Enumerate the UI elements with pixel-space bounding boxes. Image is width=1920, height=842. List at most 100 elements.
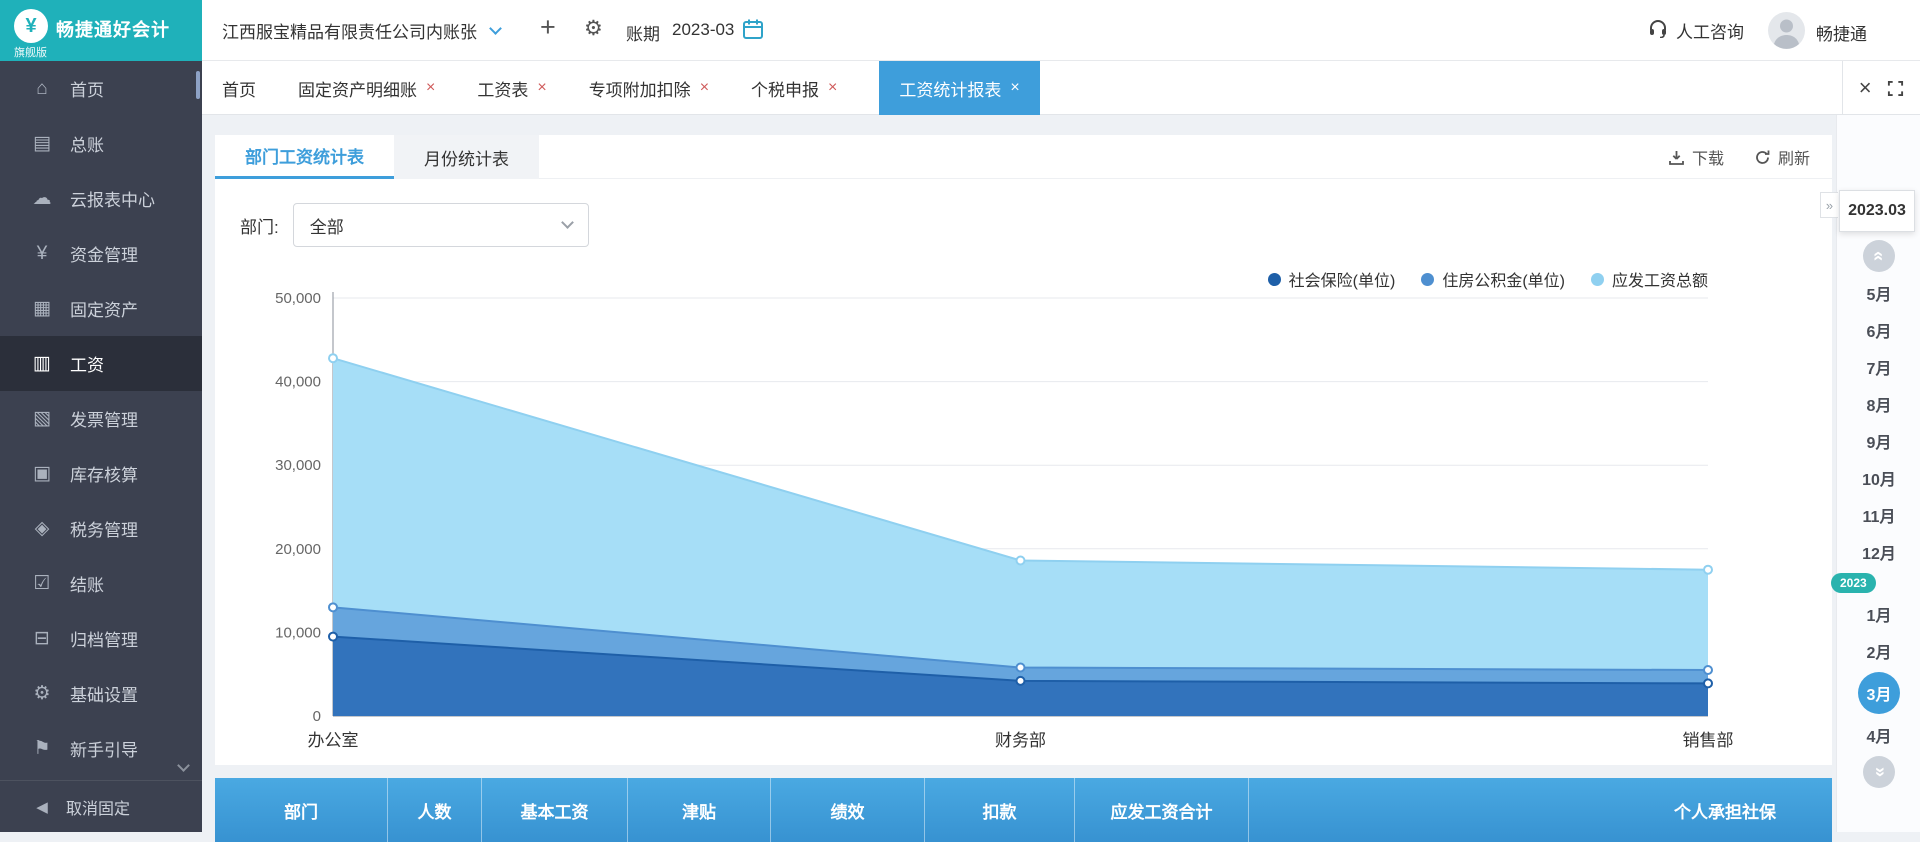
collapse-panel-button[interactable]: » xyxy=(1820,192,1838,218)
month-item[interactable]: 8月 xyxy=(1866,398,1892,415)
sidebar-item-label: 总账 xyxy=(70,136,104,155)
tab-close-icon[interactable]: × xyxy=(426,79,436,96)
scroll-down-button[interactable]: « xyxy=(1863,756,1895,788)
month-item[interactable]: 1月 xyxy=(1866,608,1892,625)
unpin-label: 取消固定 xyxy=(66,800,131,818)
table-column-header: 绩效 xyxy=(771,778,925,842)
home-icon: ⌂ xyxy=(36,77,48,99)
tab-close-icon[interactable]: × xyxy=(1010,79,1020,96)
ledger-icon: ▤ xyxy=(33,133,51,154)
sidebar-item-inventory[interactable]: ▣ 库存核算 xyxy=(0,446,202,501)
month-item[interactable]: 6月 xyxy=(1866,324,1892,341)
tab-close-icon[interactable]: × xyxy=(537,79,547,96)
subtab-month-stats[interactable]: 月份统计表 xyxy=(394,135,539,179)
subtab-row: 部门工资统计表 月份统计表 下载 刷新 xyxy=(215,135,1832,179)
refresh-label: 刷新 xyxy=(1777,151,1810,168)
month-item[interactable]: 2月 xyxy=(1866,645,1892,662)
area-chart-svg: 0 10,000 20,000 30,000 40,000 50,000 办公室 财务部 销售部 xyxy=(275,290,1734,750)
calendar-icon[interactable] xyxy=(742,18,764,45)
sidebar-item-cloud-reports[interactable]: ☁ 云报表中心 xyxy=(0,171,202,226)
filter-row: 部门: 全部 xyxy=(240,203,589,247)
month-item[interactable]: 4月 xyxy=(1866,729,1892,746)
download-button[interactable]: 下载 xyxy=(1668,145,1724,169)
month-item[interactable]: 12月 xyxy=(1862,546,1896,563)
month-list: « 5月 6月 7月 8月 9月 10月 11月 12月 2023 1月 2月 3月 4月 « xyxy=(1831,240,1920,788)
table-column-header: 人数 xyxy=(388,778,482,842)
sidebar-item-fixed-assets[interactable]: ▦ 固定资产 xyxy=(0,281,202,336)
tab-personal-tax[interactable]: 个税申报 × xyxy=(751,61,837,115)
sidebar-item-label: 固定资产 xyxy=(70,301,138,320)
tab-salary-sheet[interactable]: 工资表 × xyxy=(477,61,546,115)
sidebar-item-settings[interactable]: ⚙ 基础设置 xyxy=(0,666,202,721)
salary-table-header: 部门 人数 基本工资 津贴 绩效 扣款 应发工资合计 个人承担社保 xyxy=(215,778,1832,842)
month-item[interactable]: 7月 xyxy=(1866,361,1892,378)
tab-special-deduction[interactable]: 专项附加扣除 × xyxy=(589,61,709,115)
tab-home[interactable]: 首页 xyxy=(222,61,256,115)
year-badge: 2023 xyxy=(1831,573,1876,593)
svg-text:财务部: 财务部 xyxy=(995,731,1046,750)
download-label: 下载 xyxy=(1691,151,1724,168)
tab-salary-report[interactable]: 工资统计报表 × xyxy=(879,61,1040,115)
main-content: 部门工资统计表 月份统计表 下载 刷新 部门: 全部 社会保险(单位) 住房公积金(… xyxy=(202,115,1920,842)
svg-text:20,000: 20,000 xyxy=(275,541,321,558)
unpin-button[interactable]: ◀ 取消固定 xyxy=(0,780,202,832)
sidebar-item-home[interactable]: ⌂ 首页 xyxy=(0,61,202,116)
subtab-department-stats[interactable]: 部门工资统计表 xyxy=(215,135,394,179)
legend-label: 应发工资总额 xyxy=(1611,273,1708,290)
sidebar-item-invoice[interactable]: ▧ 发票管理 xyxy=(0,391,202,446)
month-item[interactable]: 11月 xyxy=(1862,509,1896,526)
refresh-button[interactable]: 刷新 xyxy=(1754,145,1810,169)
add-button[interactable]: + xyxy=(540,12,556,42)
sidebar-scrollbar[interactable] xyxy=(196,71,200,99)
month-item[interactable]: 9月 xyxy=(1866,435,1892,452)
fullscreen-button[interactable] xyxy=(1887,80,1904,97)
username[interactable]: 畅捷通 xyxy=(1816,25,1867,44)
headset-icon xyxy=(1648,18,1668,43)
tab-close-icon[interactable]: × xyxy=(699,79,710,96)
sidebar-item-label: 归档管理 xyxy=(70,631,138,650)
funds-icon: ¥ xyxy=(36,242,48,264)
department-select[interactable]: 全部 xyxy=(292,203,589,247)
month-item[interactable]: 5月 xyxy=(1866,287,1892,304)
sidebar-item-archive[interactable]: ⊟ 归档管理 xyxy=(0,611,202,666)
tab-close-icon[interactable]: × xyxy=(828,79,838,96)
tab-fixed-asset-detail[interactable]: 固定资产明细账 × xyxy=(298,61,435,115)
company-selector[interactable]: 江西服宝精品有限责任公司内账张 xyxy=(222,0,502,61)
scroll-up-button[interactable]: « xyxy=(1863,240,1895,272)
legend-label: 住房公积金(单位) xyxy=(1442,273,1565,290)
legend-item: 住房公积金(单位) xyxy=(1421,267,1565,291)
sidebar-item-guide[interactable]: ⚑ 新手引导 xyxy=(0,721,202,776)
chart-legend: 社会保险(单位) 住房公积金(单位) 应发工资总额 xyxy=(1267,267,1708,291)
sidebar-item-label: 基础设置 xyxy=(70,686,138,705)
month-item[interactable]: 10月 xyxy=(1862,472,1896,489)
avatar[interactable] xyxy=(1768,12,1805,49)
sidebar-item-label: 首页 xyxy=(70,81,104,100)
app-edition: 旗舰版 xyxy=(14,47,47,59)
sidebar-item-salary[interactable]: ▥ 工资 xyxy=(0,336,202,391)
legend-dot-icon xyxy=(1421,272,1435,286)
settings-gear-button[interactable]: ⚙ xyxy=(584,17,603,40)
panel-toolbar: 下载 刷新 xyxy=(1668,135,1810,179)
table-column-header: 津贴 xyxy=(628,778,771,842)
svg-text:销售部: 销售部 xyxy=(1683,731,1734,750)
sidebar-item-general-ledger[interactable]: ▤ 总账 xyxy=(0,116,202,171)
sidebar-item-funds[interactable]: ¥ 资金管理 xyxy=(0,226,202,281)
month-item[interactable]: 3月 xyxy=(1858,672,1900,714)
current-period-box[interactable]: 2023.03 xyxy=(1839,190,1915,232)
period-value[interactable]: 2023-03 xyxy=(672,20,735,39)
unpin-icon: ◀ xyxy=(36,798,48,816)
close-tab-button[interactable]: × xyxy=(1858,75,1872,100)
tab-label: 专项附加扣除 xyxy=(588,80,691,100)
svg-text:10,000: 10,000 xyxy=(275,624,321,641)
table-column-header: 应发工资合计 xyxy=(1075,778,1249,842)
support-label: 人工咨询 xyxy=(1676,23,1744,42)
svg-text:30,000: 30,000 xyxy=(275,457,321,474)
department-select-value: 全部 xyxy=(309,217,344,237)
app-title: 畅捷通好会计 xyxy=(56,20,170,40)
sidebar-item-closing[interactable]: ☑ 结账 xyxy=(0,556,202,611)
sidebar-item-tax[interactable]: ◈ 税务管理 xyxy=(0,501,202,556)
support-button[interactable]: 人工咨询 xyxy=(1648,0,1744,61)
expand-icon xyxy=(1888,80,1904,96)
tax-icon: ◈ xyxy=(34,518,50,539)
legend-label: 社会保险(单位) xyxy=(1288,273,1396,290)
